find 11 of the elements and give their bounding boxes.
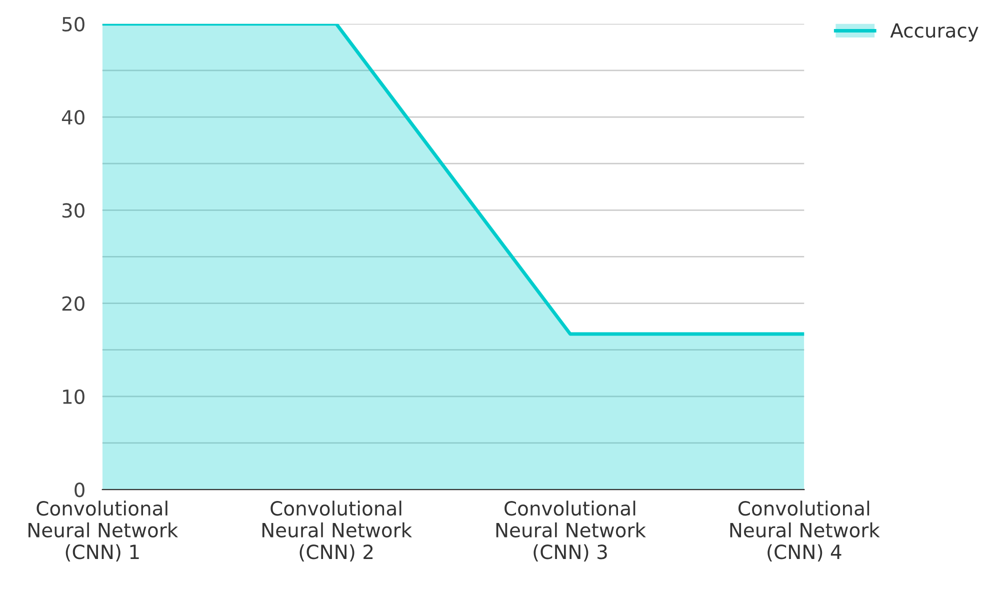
y-tick-label: 0 (74, 482, 84, 498)
y-tick-label: 10 (63, 389, 84, 404)
y-tick-label: 20 (62, 296, 84, 311)
y-tick-label: 40 (62, 110, 84, 125)
y-tick-label: 50 (62, 16, 84, 32)
y-tick-label: 30 (62, 203, 84, 218)
legend-label: Accuracy (890, 23, 978, 42)
x-tick-label: Convolutional Neural Network (CNN) 2 (262, 500, 412, 562)
x-tick-label: Convolutional Neural Network (CNN) 1 (28, 500, 178, 562)
x-tick-label: Convolutional Neural Network (CNN) 4 (730, 500, 880, 562)
x-tick-label: Convolutional Neural Network (CNN) 3 (496, 500, 646, 562)
